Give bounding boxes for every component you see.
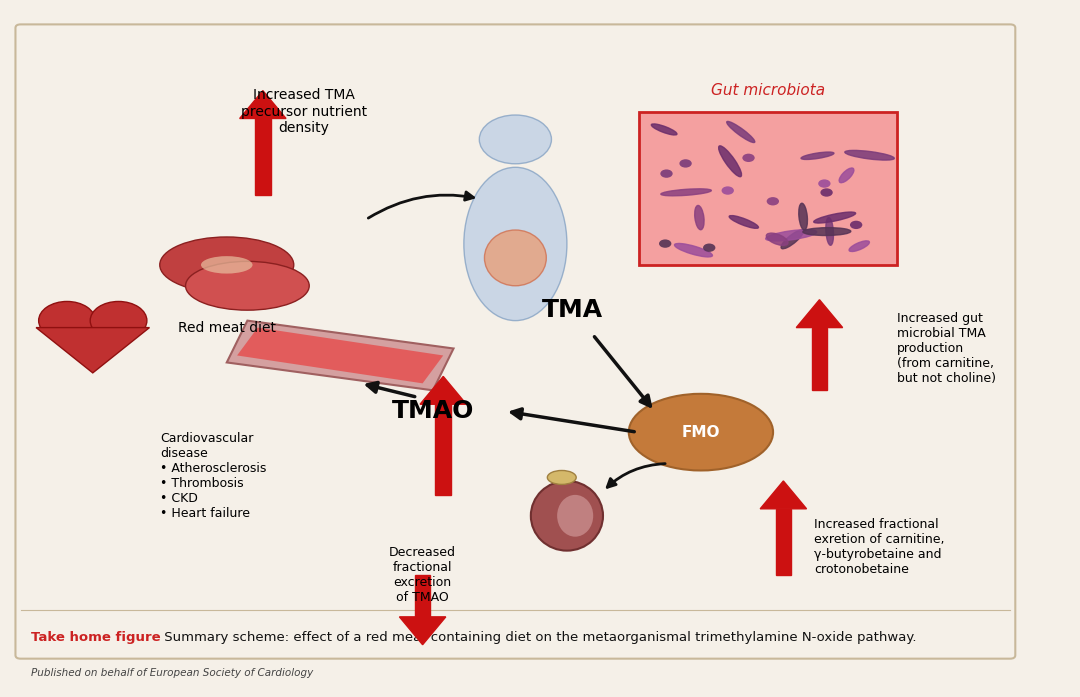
Ellipse shape [463,167,567,321]
Ellipse shape [201,256,253,274]
Ellipse shape [799,204,808,230]
Circle shape [679,159,692,167]
Circle shape [850,221,862,229]
Text: Take home figure: Take home figure [31,631,161,644]
Ellipse shape [651,124,677,135]
Polygon shape [255,118,271,195]
Polygon shape [227,321,454,390]
Polygon shape [812,328,827,390]
Polygon shape [435,404,451,495]
Text: Gut microbiota: Gut microbiota [711,82,825,98]
Ellipse shape [801,152,834,160]
Ellipse shape [802,228,851,236]
Polygon shape [238,328,443,383]
Ellipse shape [849,241,869,252]
Ellipse shape [845,151,894,160]
Polygon shape [420,376,467,404]
Ellipse shape [727,121,755,143]
FancyBboxPatch shape [15,24,1015,659]
Ellipse shape [186,261,309,310]
Ellipse shape [557,495,593,537]
Circle shape [480,115,552,164]
Text: FMO: FMO [681,424,720,440]
Text: Increased gut
microbial TMA
production
(from carnitine,
but not choline): Increased gut microbial TMA production (… [896,312,996,385]
Circle shape [819,179,831,187]
Circle shape [821,188,833,197]
Ellipse shape [485,230,546,286]
Ellipse shape [813,212,855,223]
Ellipse shape [718,146,742,177]
Ellipse shape [91,301,147,340]
Text: TMA: TMA [541,298,603,322]
Circle shape [742,153,755,162]
Text: Increased TMA
precursor nutrient
density: Increased TMA precursor nutrient density [241,89,367,135]
Ellipse shape [629,394,773,470]
Circle shape [767,197,779,206]
Ellipse shape [781,230,804,249]
Ellipse shape [839,168,854,183]
Ellipse shape [531,481,603,551]
Text: Decreased
fractional
excretion
of TMAO: Decreased fractional excretion of TMAO [389,546,456,604]
Text: Published on behalf of European Society of Cardiology: Published on behalf of European Society … [31,668,313,677]
Ellipse shape [548,470,577,484]
Circle shape [721,186,734,194]
Polygon shape [400,617,446,645]
Polygon shape [775,509,792,575]
Text: Red meat diet: Red meat diet [178,321,275,335]
Polygon shape [415,575,430,617]
Text: TMAO: TMAO [392,399,474,423]
Ellipse shape [694,206,704,230]
Ellipse shape [826,217,834,245]
Circle shape [659,240,672,248]
Polygon shape [36,328,149,373]
Ellipse shape [160,237,294,293]
Ellipse shape [39,301,95,340]
Ellipse shape [766,230,816,241]
Ellipse shape [729,215,758,229]
Text: Increased fractional
exretion of carnitine,
γ-butyrobetaine and
crotonobetaine: Increased fractional exretion of carniti… [814,518,945,576]
FancyBboxPatch shape [639,112,896,265]
Text: Summary scheme: effect of a red meat containing diet on the metaorganismal trime: Summary scheme: effect of a red meat con… [160,631,916,644]
Circle shape [703,243,715,252]
Text: Cardiovascular
disease
• Atherosclerosis
• Thrombosis
• CKD
• Heart failure: Cardiovascular disease • Atherosclerosis… [160,432,266,520]
Circle shape [660,169,673,178]
Ellipse shape [675,243,713,257]
Polygon shape [760,481,807,509]
Ellipse shape [767,233,788,245]
Polygon shape [240,91,286,118]
Polygon shape [796,300,842,328]
Ellipse shape [661,189,712,196]
